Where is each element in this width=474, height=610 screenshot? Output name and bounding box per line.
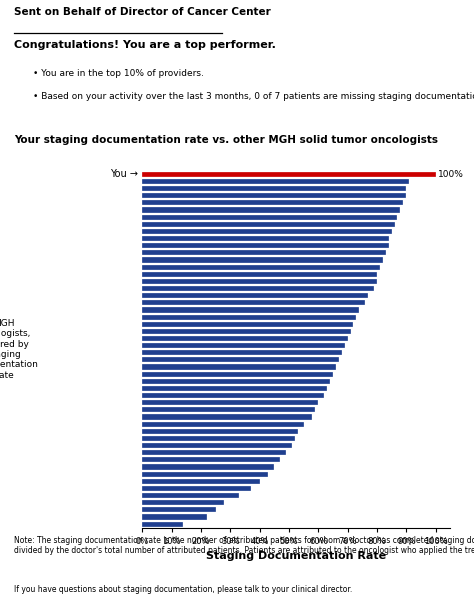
Text: You →: You → (110, 170, 138, 179)
Bar (142, 479, 260, 484)
Bar (142, 486, 251, 491)
Bar (142, 393, 324, 398)
Text: • You are in the top 10% of providers.: • You are in the top 10% of providers. (33, 69, 204, 78)
Bar (142, 450, 286, 455)
Text: Note: The staging documentation rate is the number of attributed patients for wh: Note: The staging documentation rate is … (14, 536, 474, 555)
Bar (142, 186, 406, 191)
Bar (142, 300, 365, 306)
Text: If you have questions about staging documentation, please talk to your clinical : If you have questions about staging docu… (14, 586, 353, 594)
Bar (142, 472, 268, 476)
Bar (142, 243, 389, 248)
Bar (142, 464, 274, 470)
Bar (142, 207, 401, 213)
Bar (142, 357, 339, 362)
Text: Your staging documentation rate vs. other MGH solid tumor oncologists: Your staging documentation rate vs. othe… (14, 135, 438, 145)
Bar (142, 422, 303, 427)
Bar (142, 286, 374, 291)
Text: MGH
Oncologists,
Ordered by
Staging
Documentation
Rate: MGH Oncologists, Ordered by Staging Docu… (0, 318, 38, 379)
Bar (142, 443, 292, 448)
Bar (142, 315, 356, 320)
Bar (142, 414, 312, 420)
Bar (142, 386, 327, 391)
Bar (142, 379, 330, 384)
Bar (142, 236, 389, 241)
Bar (142, 193, 406, 198)
Text: 100%: 100% (438, 170, 464, 179)
Bar (142, 500, 224, 505)
X-axis label: Staging Documentation Rate: Staging Documentation Rate (206, 551, 386, 561)
Bar (142, 365, 336, 370)
Bar (142, 257, 383, 262)
Bar (142, 321, 354, 327)
Bar (142, 200, 403, 206)
Bar (142, 172, 436, 177)
Bar (142, 307, 359, 312)
Bar (142, 271, 377, 277)
Bar (142, 229, 392, 234)
Bar (142, 514, 207, 520)
Text: Congratulations! You are a top performer.: Congratulations! You are a top performer… (14, 40, 276, 49)
Text: Sent on Behalf of Director of Cancer Center: Sent on Behalf of Director of Cancer Cen… (14, 7, 271, 16)
Bar (142, 343, 345, 348)
Bar (142, 179, 409, 184)
Bar (142, 436, 295, 441)
Bar (142, 279, 377, 284)
Bar (142, 329, 351, 334)
Bar (142, 429, 298, 434)
Bar (142, 522, 183, 526)
Bar (142, 222, 394, 227)
Text: • Based on your activity over the last 3 months, 0 of 7 patients are missing sta: • Based on your activity over the last 3… (33, 92, 474, 101)
Bar (142, 407, 315, 412)
Bar (142, 458, 280, 462)
Bar (142, 371, 333, 377)
Bar (142, 265, 380, 270)
Bar (142, 250, 386, 256)
Bar (142, 508, 216, 512)
Bar (142, 293, 368, 298)
Bar (142, 493, 239, 498)
Bar (142, 400, 318, 405)
Bar (142, 350, 342, 356)
Bar (142, 336, 347, 341)
Bar (142, 215, 398, 220)
